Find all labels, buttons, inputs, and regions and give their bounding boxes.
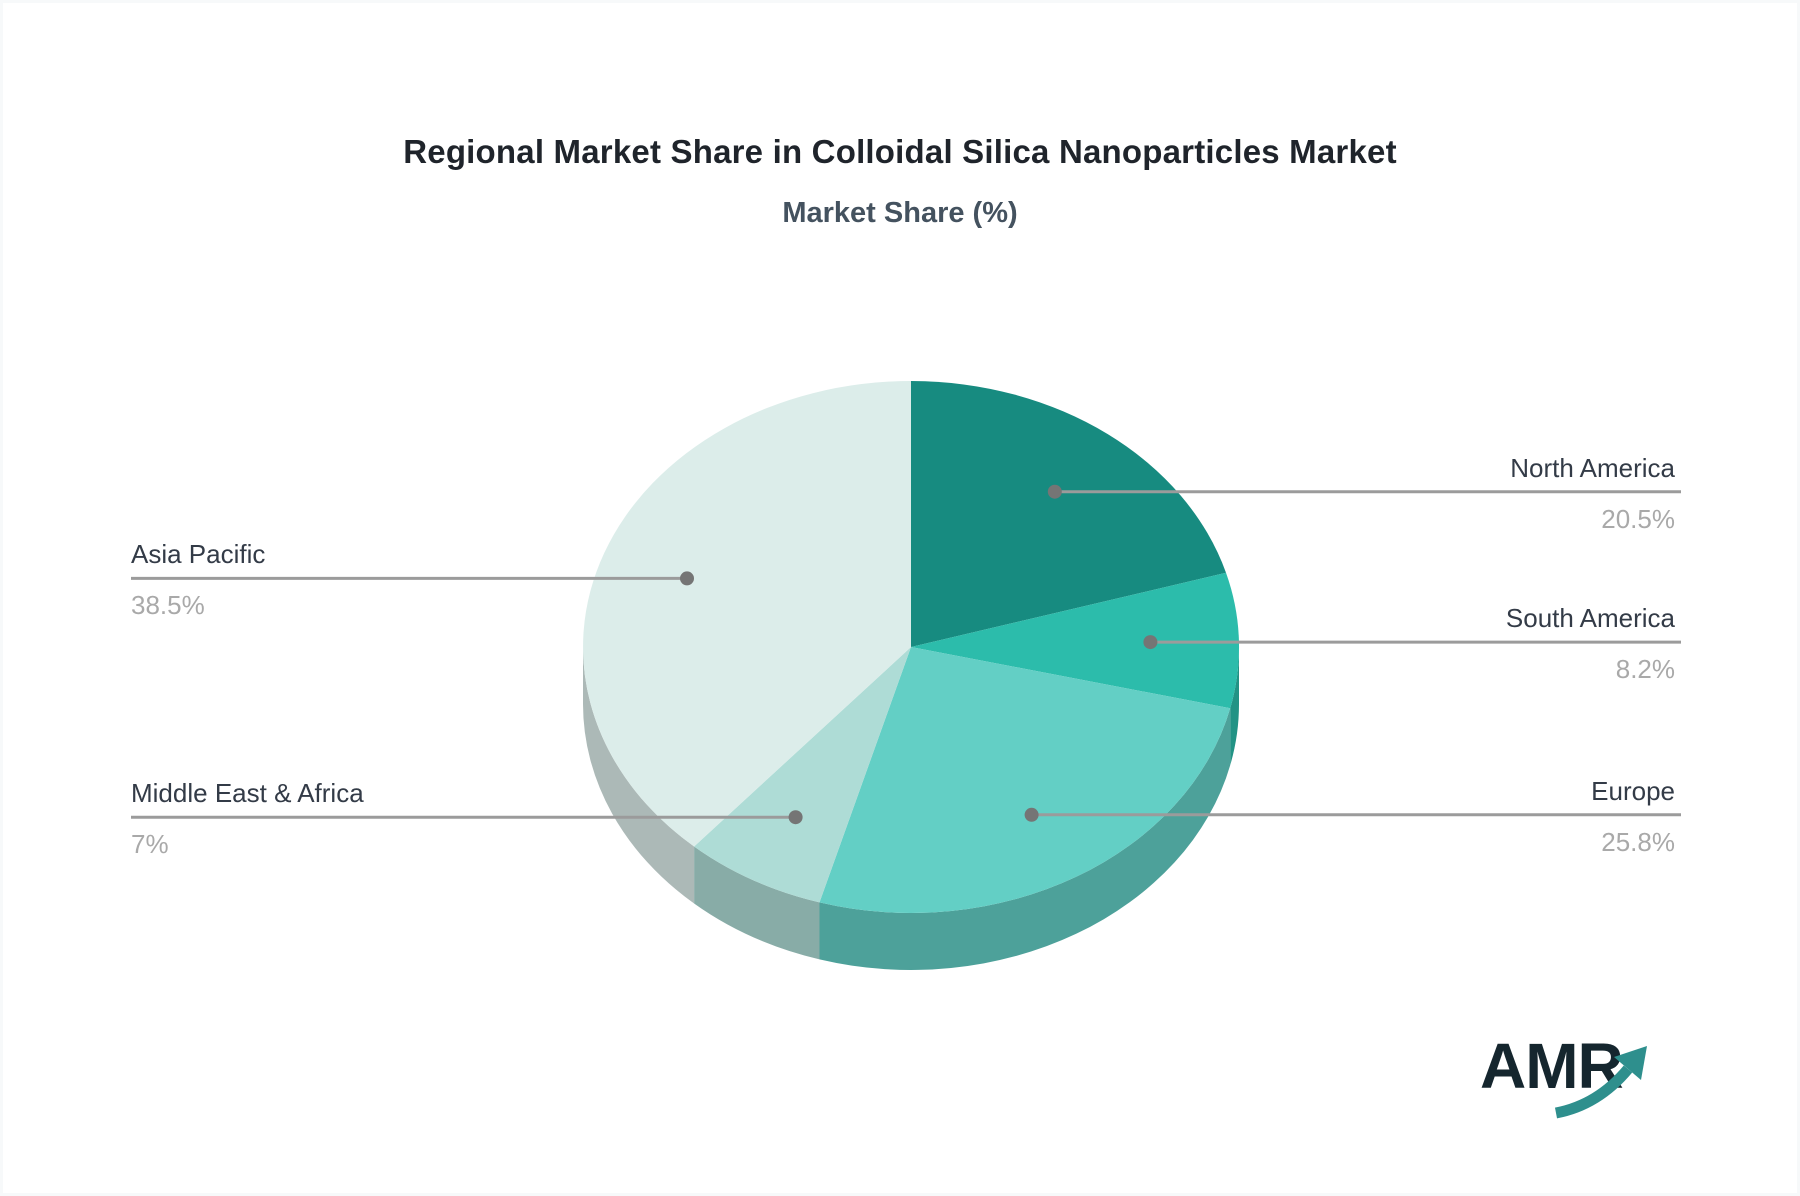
pie-slice-asia-pacific[interactable] <box>583 381 911 847</box>
pie-slice-side-south-america <box>1230 647 1239 766</box>
pie-slice-north-america[interactable] <box>911 381 1226 647</box>
slice-value: 8.2% <box>1615 654 1675 685</box>
slice-name: Middle East & Africa <box>131 778 364 809</box>
pie-slice-side-asia-pacific <box>583 647 695 904</box>
slice-value: 7% <box>131 829 169 860</box>
pie-slice-side-europe <box>819 708 1231 970</box>
pie-chart <box>131 381 1681 970</box>
pie-slice-europe[interactable] <box>819 647 1231 913</box>
leader-dot-asia-pacific <box>680 571 694 586</box>
leader-dot-middle-east-africa <box>788 810 803 825</box>
amr-logo: AMR <box>1480 1031 1670 1121</box>
slice-value: 20.5% <box>1601 503 1675 534</box>
slice-name: Asia Pacific <box>131 539 266 570</box>
leader-dot-north-america <box>1047 484 1062 499</box>
leader-dot-south-america <box>1143 635 1158 650</box>
trend-up-arrow-icon <box>1554 1046 1647 1119</box>
pie-slice-south-america[interactable] <box>911 572 1240 709</box>
pie-slice-middle-east-africa[interactable] <box>694 647 911 903</box>
slice-value: 38.5% <box>131 590 205 621</box>
chart-subtitle: Market Share (%) <box>782 197 1018 229</box>
slice-value: 25.8% <box>1601 826 1675 857</box>
slice-name: Europe <box>1591 775 1675 806</box>
pie-slice-side-middle-east-africa <box>694 846 820 960</box>
slice-name: North America <box>1510 452 1675 483</box>
slice-name: South America <box>1505 603 1675 634</box>
chart-title: Regional Market Share in Colloidal Silic… <box>403 133 1397 170</box>
leader-dot-europe <box>1024 807 1039 822</box>
